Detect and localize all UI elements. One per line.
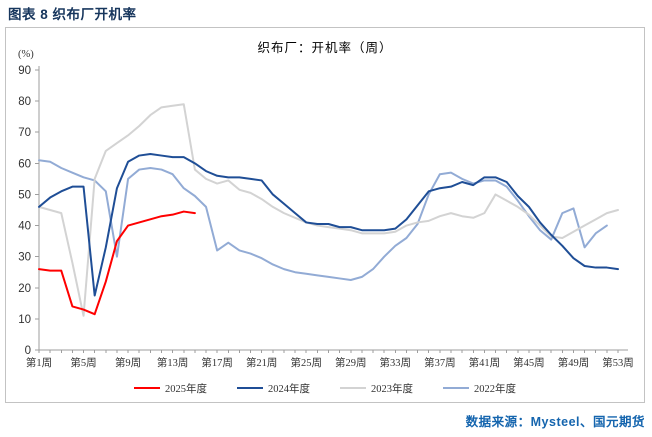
svg-text:70: 70 (18, 127, 31, 139)
svg-text:0: 0 (25, 345, 31, 357)
legend-item-label: 2024年度 (268, 383, 310, 395)
legend-line-swatch (134, 387, 160, 389)
legend-item-label: 2022年度 (474, 383, 516, 395)
data-source-note: 数据来源：Mysteel、国元期货 (465, 415, 645, 429)
svg-text:90: 90 (18, 65, 31, 77)
svg-text:60: 60 (18, 158, 31, 170)
legend-item: 2024年度 (237, 381, 310, 396)
svg-text:第5周: 第5周 (70, 356, 96, 369)
svg-text:第41周: 第41周 (469, 356, 501, 369)
svg-text:第33周: 第33周 (380, 356, 412, 369)
legend-item-label: 2025年度 (165, 383, 207, 395)
svg-text:30: 30 (18, 252, 31, 264)
legend-item: 2025年度 (134, 381, 207, 396)
svg-text:第29周: 第29周 (335, 356, 367, 369)
svg-text:第37周: 第37周 (424, 356, 456, 369)
figure-title: 图表 8 织布厂开机率 (8, 7, 137, 22)
svg-text:10: 10 (18, 314, 31, 326)
svg-text:50: 50 (18, 189, 31, 201)
chart-legend: 2025年度 2024年度 2023年度 2022年度 (6, 379, 644, 397)
svg-text:20: 20 (18, 283, 31, 295)
legend-item: 2022年度 (443, 381, 516, 396)
svg-text:第13周: 第13周 (157, 356, 189, 369)
svg-text:第1周: 第1周 (26, 356, 52, 369)
legend-item: 2023年度 (340, 381, 413, 396)
svg-text:第17周: 第17周 (201, 356, 233, 369)
svg-text:第53周: 第53周 (602, 356, 634, 369)
legend-item-label: 2023年度 (371, 383, 413, 395)
svg-text:第49周: 第49周 (558, 356, 590, 369)
chart-panel: 0 10 20 30 40 50 60 70 80 90 第1周 第5周 第9周 第13周 第17周 第21周… (5, 27, 645, 403)
line-chart: 0 10 20 30 40 50 60 70 80 90 第1周 第5周 第9周 第13周 第17周 第21周… (18, 65, 634, 369)
svg-text:80: 80 (18, 96, 31, 108)
legend-line-swatch (237, 387, 263, 389)
y-axis-unit-label: (%) (18, 49, 34, 60)
chart-title: 织布厂：开机率（周） (257, 41, 393, 55)
legend-line-swatch (340, 387, 366, 389)
legend-line-swatch (443, 387, 469, 389)
svg-text:第9周: 第9周 (115, 356, 141, 369)
svg-text:第45周: 第45周 (513, 356, 545, 369)
svg-text:第25周: 第25周 (290, 356, 322, 369)
svg-text:第21周: 第21周 (246, 356, 278, 369)
svg-text:40: 40 (18, 221, 31, 233)
